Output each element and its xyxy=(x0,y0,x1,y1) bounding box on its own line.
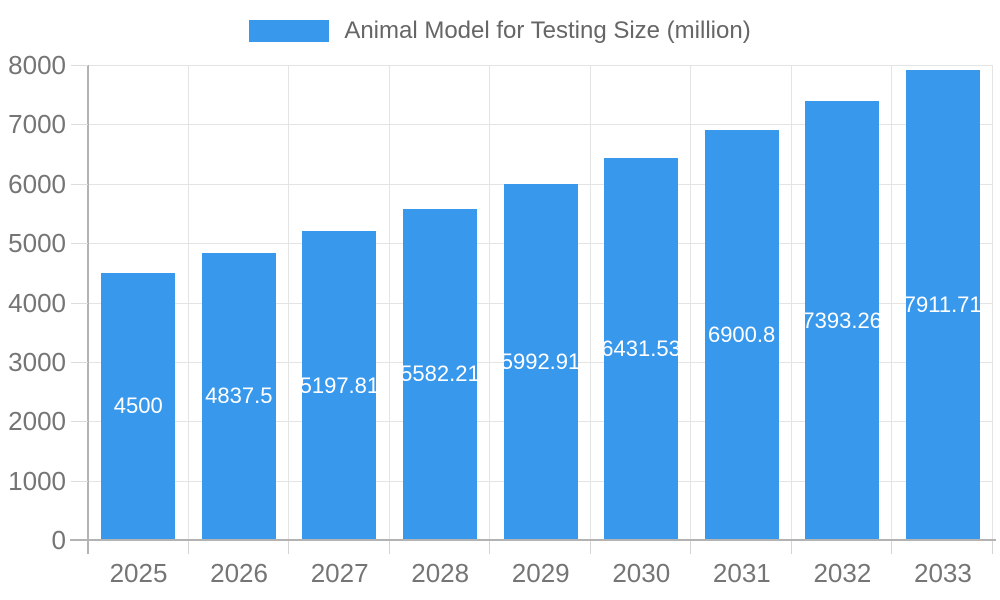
y-tick-3000 xyxy=(71,361,88,363)
x-axis-label-2030: 2030 xyxy=(612,558,671,588)
y-tick-7000 xyxy=(71,124,88,126)
y-tick-8000 xyxy=(71,65,88,66)
x-tick-7 xyxy=(790,541,792,554)
bar-2028[interactable]: 5582.21 xyxy=(402,208,477,540)
bar-value-label-2026: 4837.5 xyxy=(205,383,273,409)
x-tick-6 xyxy=(690,541,692,554)
y-tick-4000 xyxy=(71,302,88,304)
bar-2031[interactable]: 6900.8 xyxy=(704,130,779,540)
bar-2026[interactable]: 4837.5 xyxy=(201,252,276,540)
bar-2029[interactable]: 5992.91 xyxy=(503,184,578,540)
y-tick-1000 xyxy=(71,480,88,482)
bar-value-label-2025: 4500 xyxy=(113,393,163,419)
legend-swatch xyxy=(249,20,330,42)
x-axis-label-2025: 2025 xyxy=(109,558,168,588)
v-gridline-7 xyxy=(790,65,792,540)
bar-value-label-2033: 7911.71 xyxy=(905,292,980,318)
x-axis-label-2027: 2027 xyxy=(310,558,369,588)
bar-value-label-2029: 5992.91 xyxy=(503,349,578,375)
y-axis-label-8000: 8000 xyxy=(8,50,66,80)
y-tick-6000 xyxy=(71,183,88,185)
y-axis-label-1000: 1000 xyxy=(8,465,66,496)
y-axis-label-5000: 5000 xyxy=(8,228,66,259)
v-gridline-8 xyxy=(891,65,893,540)
bar-value-label-2031: 6900.8 xyxy=(707,322,776,348)
y-axis-line xyxy=(87,65,89,554)
x-axis-label-2032: 2032 xyxy=(813,558,872,588)
y-axis-label-6000: 6000 xyxy=(8,168,66,199)
y-axis-label-0: 0 xyxy=(51,525,66,555)
bar-value-label-2028: 5582.21 xyxy=(402,361,477,387)
x-tick-9 xyxy=(992,541,993,554)
bar-2032[interactable]: 7393.26 xyxy=(805,101,880,540)
v-gridline-1 xyxy=(187,65,189,540)
x-tick-8 xyxy=(891,541,893,554)
x-axis-line xyxy=(70,539,996,541)
x-tick-4 xyxy=(489,541,491,554)
x-axis-label-2026: 2026 xyxy=(210,558,268,588)
y-axis-label-7000: 7000 xyxy=(8,109,66,140)
v-gridline-3 xyxy=(388,65,390,540)
bar-2030[interactable]: 6431.53 xyxy=(604,158,679,540)
bar-2027[interactable]: 5197.81 xyxy=(302,231,377,540)
y-tick-2000 xyxy=(71,421,88,423)
y-tick-5000 xyxy=(71,243,88,245)
v-gridline-4 xyxy=(489,65,491,540)
bar-2033[interactable]: 7911.71 xyxy=(905,70,980,540)
v-gridline-2 xyxy=(288,65,290,540)
x-tick-5 xyxy=(589,541,591,554)
legend: Animal Model for Testing Size (million) xyxy=(0,16,1000,46)
v-gridline-5 xyxy=(589,65,591,540)
x-axis-label-2029: 2029 xyxy=(511,558,570,588)
legend-label: Animal Model for Testing Size (million) xyxy=(344,17,751,44)
h-gridline-8000 xyxy=(88,65,993,66)
y-axis-label-2000: 2000 xyxy=(8,406,66,437)
legend-item[interactable]: Animal Model for Testing Size (million) xyxy=(249,17,751,45)
bar-value-label-2027: 5197.81 xyxy=(302,372,377,398)
v-gridline-9 xyxy=(992,65,993,540)
x-axis-label-2028: 2028 xyxy=(411,558,470,588)
bar-2025[interactable]: 4500 xyxy=(101,272,176,540)
x-tick-1 xyxy=(187,541,189,554)
x-axis-label-2033: 2033 xyxy=(914,558,972,588)
x-tick-2 xyxy=(288,541,290,554)
v-gridline-6 xyxy=(690,65,692,540)
y-axis-label-4000: 4000 xyxy=(8,287,66,318)
x-axis-label-2031: 2031 xyxy=(712,558,771,588)
y-axis-label-3000: 3000 xyxy=(8,346,66,377)
h-gridline-7000 xyxy=(88,124,993,126)
x-tick-3 xyxy=(388,541,390,554)
bar-value-label-2032: 7393.26 xyxy=(805,307,880,333)
plot-area: 4500 4837.5 5197.81 5582.21 5992.91 6431.53 69… xyxy=(88,65,993,540)
bar-value-label-2030: 6431.53 xyxy=(604,336,679,362)
